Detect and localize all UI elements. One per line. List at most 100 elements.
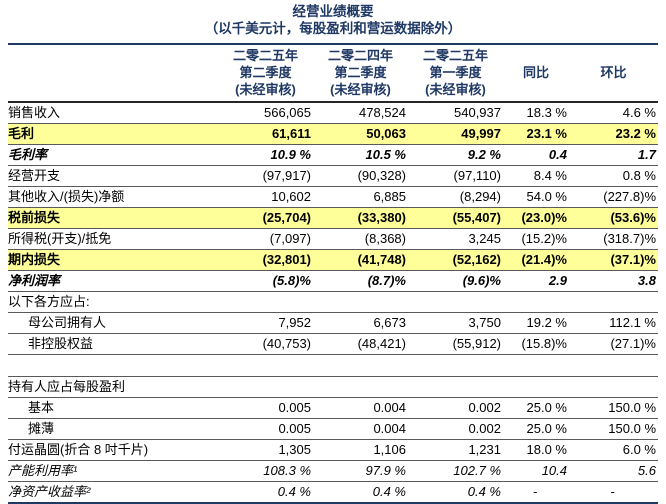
cell-q2-2025: (97,917)	[218, 165, 313, 187]
cell-q2-2024: 0.4 %	[313, 481, 408, 504]
page-subtitle: （以千美元计，每股盈利和营运数据除外）	[204, 21, 462, 36]
cell-qoq: 1.7	[569, 144, 658, 166]
col-header-2025-q1: 二零二五年 第一季度 (未经审核)	[408, 43, 503, 103]
cell-yoy: 18.3 %	[503, 102, 569, 124]
column-header-row: 二零二五年 第二季度 (未经审核) 二零二四年 第二季度 (未经审核) 二零二五…	[8, 43, 658, 103]
cell-qoq: 6.0 %	[569, 439, 658, 461]
row-capacity-utilization: 产能利用率¹ 108.3 % 97.9 % 102.7 % 10.4 5.6	[8, 460, 658, 482]
row-label: 摊薄	[8, 418, 218, 440]
cell-q1-2025: 0.002	[408, 418, 503, 440]
cell-yoy: 19.2 %	[503, 312, 569, 334]
cell-qoq: 3.8	[569, 270, 658, 292]
cell-yoy: 23.1 %	[503, 123, 569, 145]
cell-q2-2024: (48,421)	[313, 333, 408, 355]
cell-q2-2024: (90,328)	[313, 165, 408, 187]
cell-q1-2025: 3,245	[408, 228, 503, 250]
label-column-header	[8, 43, 218, 103]
cell-q1-2025: (55,912)	[408, 333, 503, 355]
row-income-tax-expense-credit: 所得税(开支)/抵免 (7,097) (8,368) 3,245 (15.2)%…	[8, 228, 658, 250]
row-label: 期内损失	[8, 249, 218, 271]
row-label: 销售收入	[8, 102, 218, 124]
row-label: 付运晶圆(折合 8 吋千片)	[8, 439, 218, 461]
row-label: 基本	[8, 397, 218, 419]
cell-q1-2025: (55,407)	[408, 207, 503, 229]
col-header-2025-q2: 二零二五年 第二季度 (未经审核)	[218, 43, 313, 103]
cell-qoq: 4.6 %	[569, 102, 658, 124]
row-loss-for-period: 期内损失 (32,801) (41,748) (52,162) (21.4)% …	[8, 249, 658, 271]
row-label: 所得税(开支)/抵免	[8, 228, 218, 250]
row-label: 税前损失	[8, 207, 218, 229]
cell-q2-2024: (41,748)	[313, 249, 408, 271]
cell-q2-2024: (33,380)	[313, 207, 408, 229]
cell-q1-2025: 1,231	[408, 439, 503, 461]
row-label: 母公司拥有人	[8, 312, 218, 334]
cell-yoy: 8.4 %	[503, 165, 569, 187]
cell-q1-2025: 102.7 %	[408, 460, 503, 482]
cell-q2-2024: 10.5 %	[313, 144, 408, 166]
cell-q1-2025: 0.002	[408, 397, 503, 419]
row-eps-section-header: 持有人应占每股盈利	[8, 376, 658, 398]
col-header-yoy: 同比	[503, 43, 569, 103]
row-owners-of-parent: 母公司拥有人 7,952 6,673 3,750 19.2 % 112.1 %	[8, 312, 658, 334]
cell-q2-2024: 50,063	[313, 123, 408, 145]
cell-q2-2024: 478,524	[313, 102, 408, 124]
cell-q1-2025: 3,750	[408, 312, 503, 334]
spacer-row	[8, 355, 658, 377]
row-sales-revenue: 销售收入 566,065 478,524 540,937 18.3 % 4.6 …	[8, 102, 658, 124]
row-label: 净利润率	[8, 270, 218, 292]
row-gross-profit: 毛利 61,611 50,063 49,997 23.1 % 23.2 %	[8, 123, 658, 145]
page-title: 经营业绩概要	[292, 4, 374, 19]
operating-results-table: 二零二五年 第二季度 (未经审核) 二零二四年 第二季度 (未经审核) 二零二五…	[8, 43, 658, 504]
cell-qoq: 112.1 %	[569, 312, 658, 334]
cell-q2-2024: (8.7)%	[313, 270, 408, 292]
cell-yoy: 0.4	[503, 144, 569, 166]
cell-q1-2025: (8,294)	[408, 186, 503, 208]
row-wafers-shipped: 付运晶圆(折合 8 吋千片) 1,305 1,106 1,231 18.0 % …	[8, 439, 658, 461]
row-attributable-to-header: 以下各方应占:	[8, 291, 658, 313]
row-gross-margin: 毛利率 10.9 % 10.5 % 9.2 % 0.4 1.7	[8, 144, 658, 166]
col-header-2024-q2: 二零二四年 第二季度 (未经审核)	[313, 43, 408, 103]
cell-yoy: (21.4)%	[503, 249, 569, 271]
cell-q2-2025: 7,952	[218, 312, 313, 334]
cell-q2-2025: (25,704)	[218, 207, 313, 229]
row-label: 毛利率	[8, 144, 218, 166]
row-label: 非控股权益	[8, 333, 218, 355]
cell-qoq: (227.8)%	[569, 186, 658, 208]
cell-qoq: (37.1)%	[569, 249, 658, 271]
cell-q2-2025: (5.8)%	[218, 270, 313, 292]
cell-q1-2025: 9.2 %	[408, 144, 503, 166]
cell-q2-2024: 1,106	[313, 439, 408, 461]
cell-qoq: 0.8 %	[569, 165, 658, 187]
cell-qoq: 23.2 %	[569, 123, 658, 145]
cell-q2-2024: 0.004	[313, 397, 408, 419]
cell-q1-2025: (97,110)	[408, 165, 503, 187]
cell-yoy: (15.8)%	[503, 333, 569, 355]
cell-q2-2024: 97.9 %	[313, 460, 408, 482]
cell-yoy: 54.0 %	[503, 186, 569, 208]
cell-q2-2025: 1,305	[218, 439, 313, 461]
cell-q2-2024: 6,673	[313, 312, 408, 334]
section-label: 以下各方应占:	[8, 291, 658, 313]
cell-qoq: (53.6)%	[569, 207, 658, 229]
cell-q1-2025: 540,937	[408, 102, 503, 124]
cell-q2-2025: 108.3 %	[218, 460, 313, 482]
cell-q2-2025: (32,801)	[218, 249, 313, 271]
cell-q2-2024: (8,368)	[313, 228, 408, 250]
row-basic-eps: 基本 0.005 0.004 0.002 25.0 % 150.0 %	[8, 397, 658, 419]
cell-qoq: (27.1)%	[569, 333, 658, 355]
row-label: 其他收入/(损失)净额	[8, 186, 218, 208]
cell-yoy: 25.0 %	[503, 397, 569, 419]
cell-yoy: (15.2)%	[503, 228, 569, 250]
cell-q2-2025: 0.005	[218, 397, 313, 419]
cell-yoy: 10.4	[503, 460, 569, 482]
cell-q2-2024: 0.004	[313, 418, 408, 440]
row-label: 经营开支	[8, 165, 218, 187]
cell-yoy: (23.0)%	[503, 207, 569, 229]
row-label: 产能利用率¹	[8, 460, 218, 482]
row-loss-before-tax: 税前损失 (25,704) (33,380) (55,407) (23.0)% …	[8, 207, 658, 229]
cell-q2-2025: (40,753)	[218, 333, 313, 355]
cell-q2-2025: 566,065	[218, 102, 313, 124]
row-non-controlling-interests: 非控股权益 (40,753) (48,421) (55,912) (15.8)%…	[8, 333, 658, 355]
cell-q2-2024: 6,885	[313, 186, 408, 208]
row-net-profit-margin: 净利润率 (5.8)% (8.7)% (9.6)% 2.9 3.8	[8, 270, 658, 292]
